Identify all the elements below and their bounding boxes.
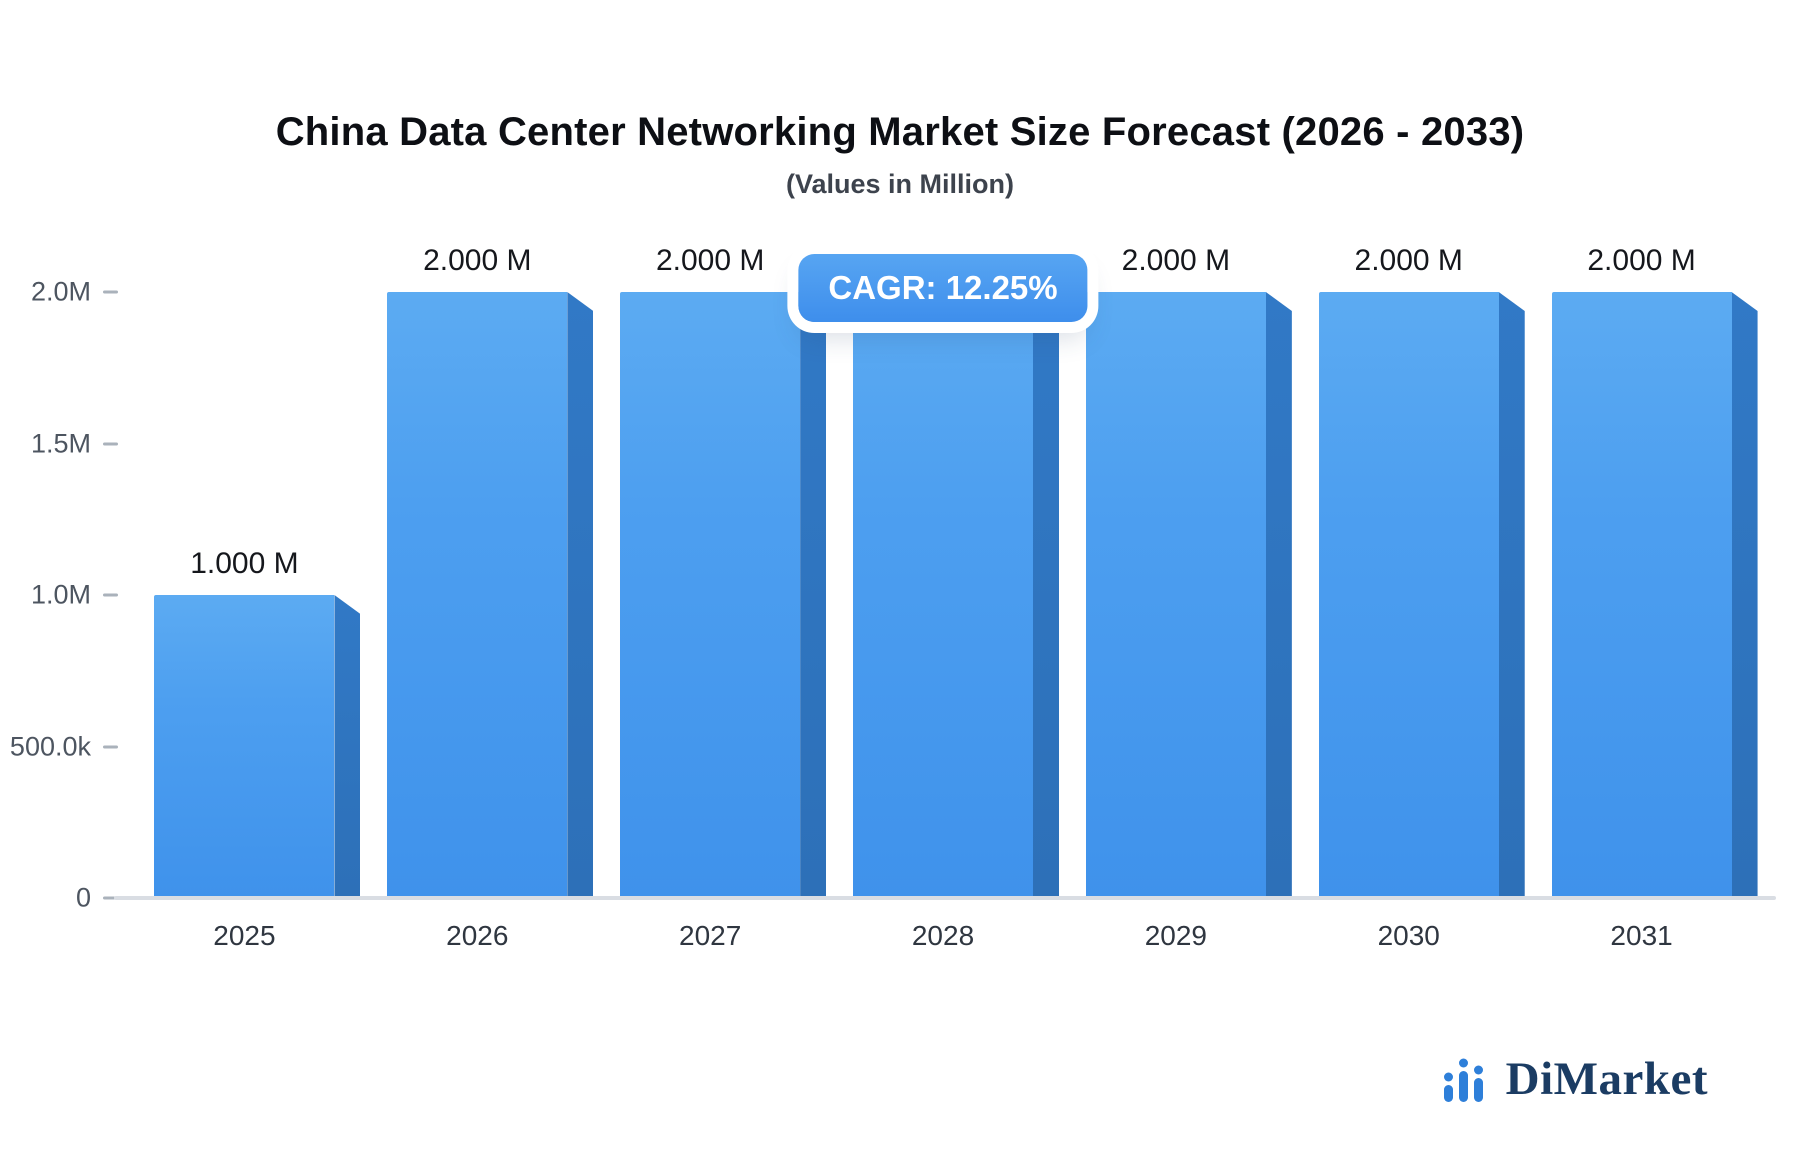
bar-value-label: 1.000 M bbox=[190, 547, 299, 580]
y-tick-label: 1.5M bbox=[30, 428, 91, 458]
bar-side-3d bbox=[567, 292, 594, 898]
y-tick-label: 1.0M bbox=[30, 579, 91, 610]
bar-2028[interactable] bbox=[853, 292, 1059, 898]
bar-face bbox=[1551, 292, 1732, 898]
dimarket-logo: DiMarket bbox=[1440, 1052, 1708, 1106]
y-tick-mark bbox=[103, 745, 118, 748]
chart-subtitle: (Values in Million) bbox=[785, 169, 1015, 199]
bar-value-label: 2.000 M bbox=[1587, 244, 1696, 277]
bar-value-label: 2.000 M bbox=[1354, 244, 1463, 277]
x-axis-label: 2031 bbox=[1610, 920, 1673, 951]
y-tick-mark bbox=[103, 593, 118, 597]
bar-face bbox=[154, 595, 335, 898]
x-axis-label: 2029 bbox=[1144, 920, 1208, 951]
bar-2030[interactable] bbox=[1318, 292, 1525, 898]
bar-side-3d bbox=[1731, 292, 1758, 898]
bar-2025[interactable] bbox=[154, 595, 361, 898]
y-tick-label: 0 bbox=[75, 882, 91, 913]
bar-side-3d bbox=[1498, 292, 1525, 898]
bar-face bbox=[620, 292, 801, 898]
y-tick-mark bbox=[103, 442, 118, 445]
bar-value-label: 2.000 M bbox=[1121, 244, 1231, 277]
bar-side-3d bbox=[1033, 292, 1059, 898]
bar-group-2028: 2.000 M2028 bbox=[827, 244, 1060, 951]
y-tick-label: 500.0k bbox=[9, 731, 91, 761]
bar-face bbox=[1085, 292, 1266, 898]
y-tick-mark bbox=[103, 290, 118, 294]
bar-value-label: 2.000 M bbox=[423, 244, 532, 277]
logo-text: DiMarket bbox=[1505, 1053, 1708, 1105]
bar-2031[interactable] bbox=[1551, 292, 1758, 898]
bar-group-2027: 2.000 M 2027 bbox=[594, 244, 827, 951]
bar-2027[interactable] bbox=[620, 292, 827, 898]
x-axis-label: 2030 bbox=[1377, 920, 1440, 951]
x-axis-label: 2027 bbox=[678, 920, 742, 951]
y-tick: 1.0M bbox=[31, 580, 128, 611]
bar-chart-icon bbox=[1443, 1058, 1483, 1102]
y-tick-label: 2.0M bbox=[30, 276, 91, 307]
x-axis-label: 2025 bbox=[213, 920, 276, 951]
y-tick: 0 bbox=[76, 883, 128, 914]
bar-group-2031: 2.000 M 2031 bbox=[1525, 244, 1758, 951]
bar-face bbox=[853, 292, 1033, 898]
plot-area: 0 500.0k 1.0M 1.5M 2.0M 1.000 M 2025 2.000 M 20… bbox=[10, 244, 1776, 951]
bar-group-2029: 2.000 M 2029 bbox=[1059, 244, 1292, 951]
chart-title: China Data Center Networking Market Size… bbox=[275, 110, 1525, 154]
x-axis-line bbox=[114, 896, 1776, 900]
y-axis: 0 500.0k 1.0M 1.5M 2.0M bbox=[10, 277, 1758, 913]
y-tick-mark bbox=[103, 896, 118, 900]
bar-group-2030: 2.000 M 2030 bbox=[1292, 244, 1525, 951]
x-axis-label: 2028 bbox=[911, 920, 975, 951]
bar-value-label: 2.000 M bbox=[655, 244, 765, 277]
bar-group-2025: 1.000 M 2025 bbox=[128, 292, 361, 951]
bar-face bbox=[1318, 292, 1499, 898]
bar-side-3d bbox=[334, 595, 361, 898]
y-tick: 500.0k bbox=[10, 731, 128, 762]
bar-group-2026: 2.000 M 2026 bbox=[361, 244, 594, 951]
x-axis-label: 2026 bbox=[446, 920, 509, 951]
cagr-badge: CAGR: 12.25% bbox=[798, 254, 1088, 322]
bar-side-3d bbox=[1265, 292, 1292, 898]
y-tick: 1.5M bbox=[31, 428, 128, 459]
bar-2026[interactable] bbox=[387, 292, 594, 898]
bar-2029[interactable] bbox=[1085, 292, 1292, 898]
y-tick: 2.0M bbox=[31, 277, 128, 308]
bar-side-3d bbox=[800, 292, 827, 898]
bar-face bbox=[387, 292, 568, 898]
